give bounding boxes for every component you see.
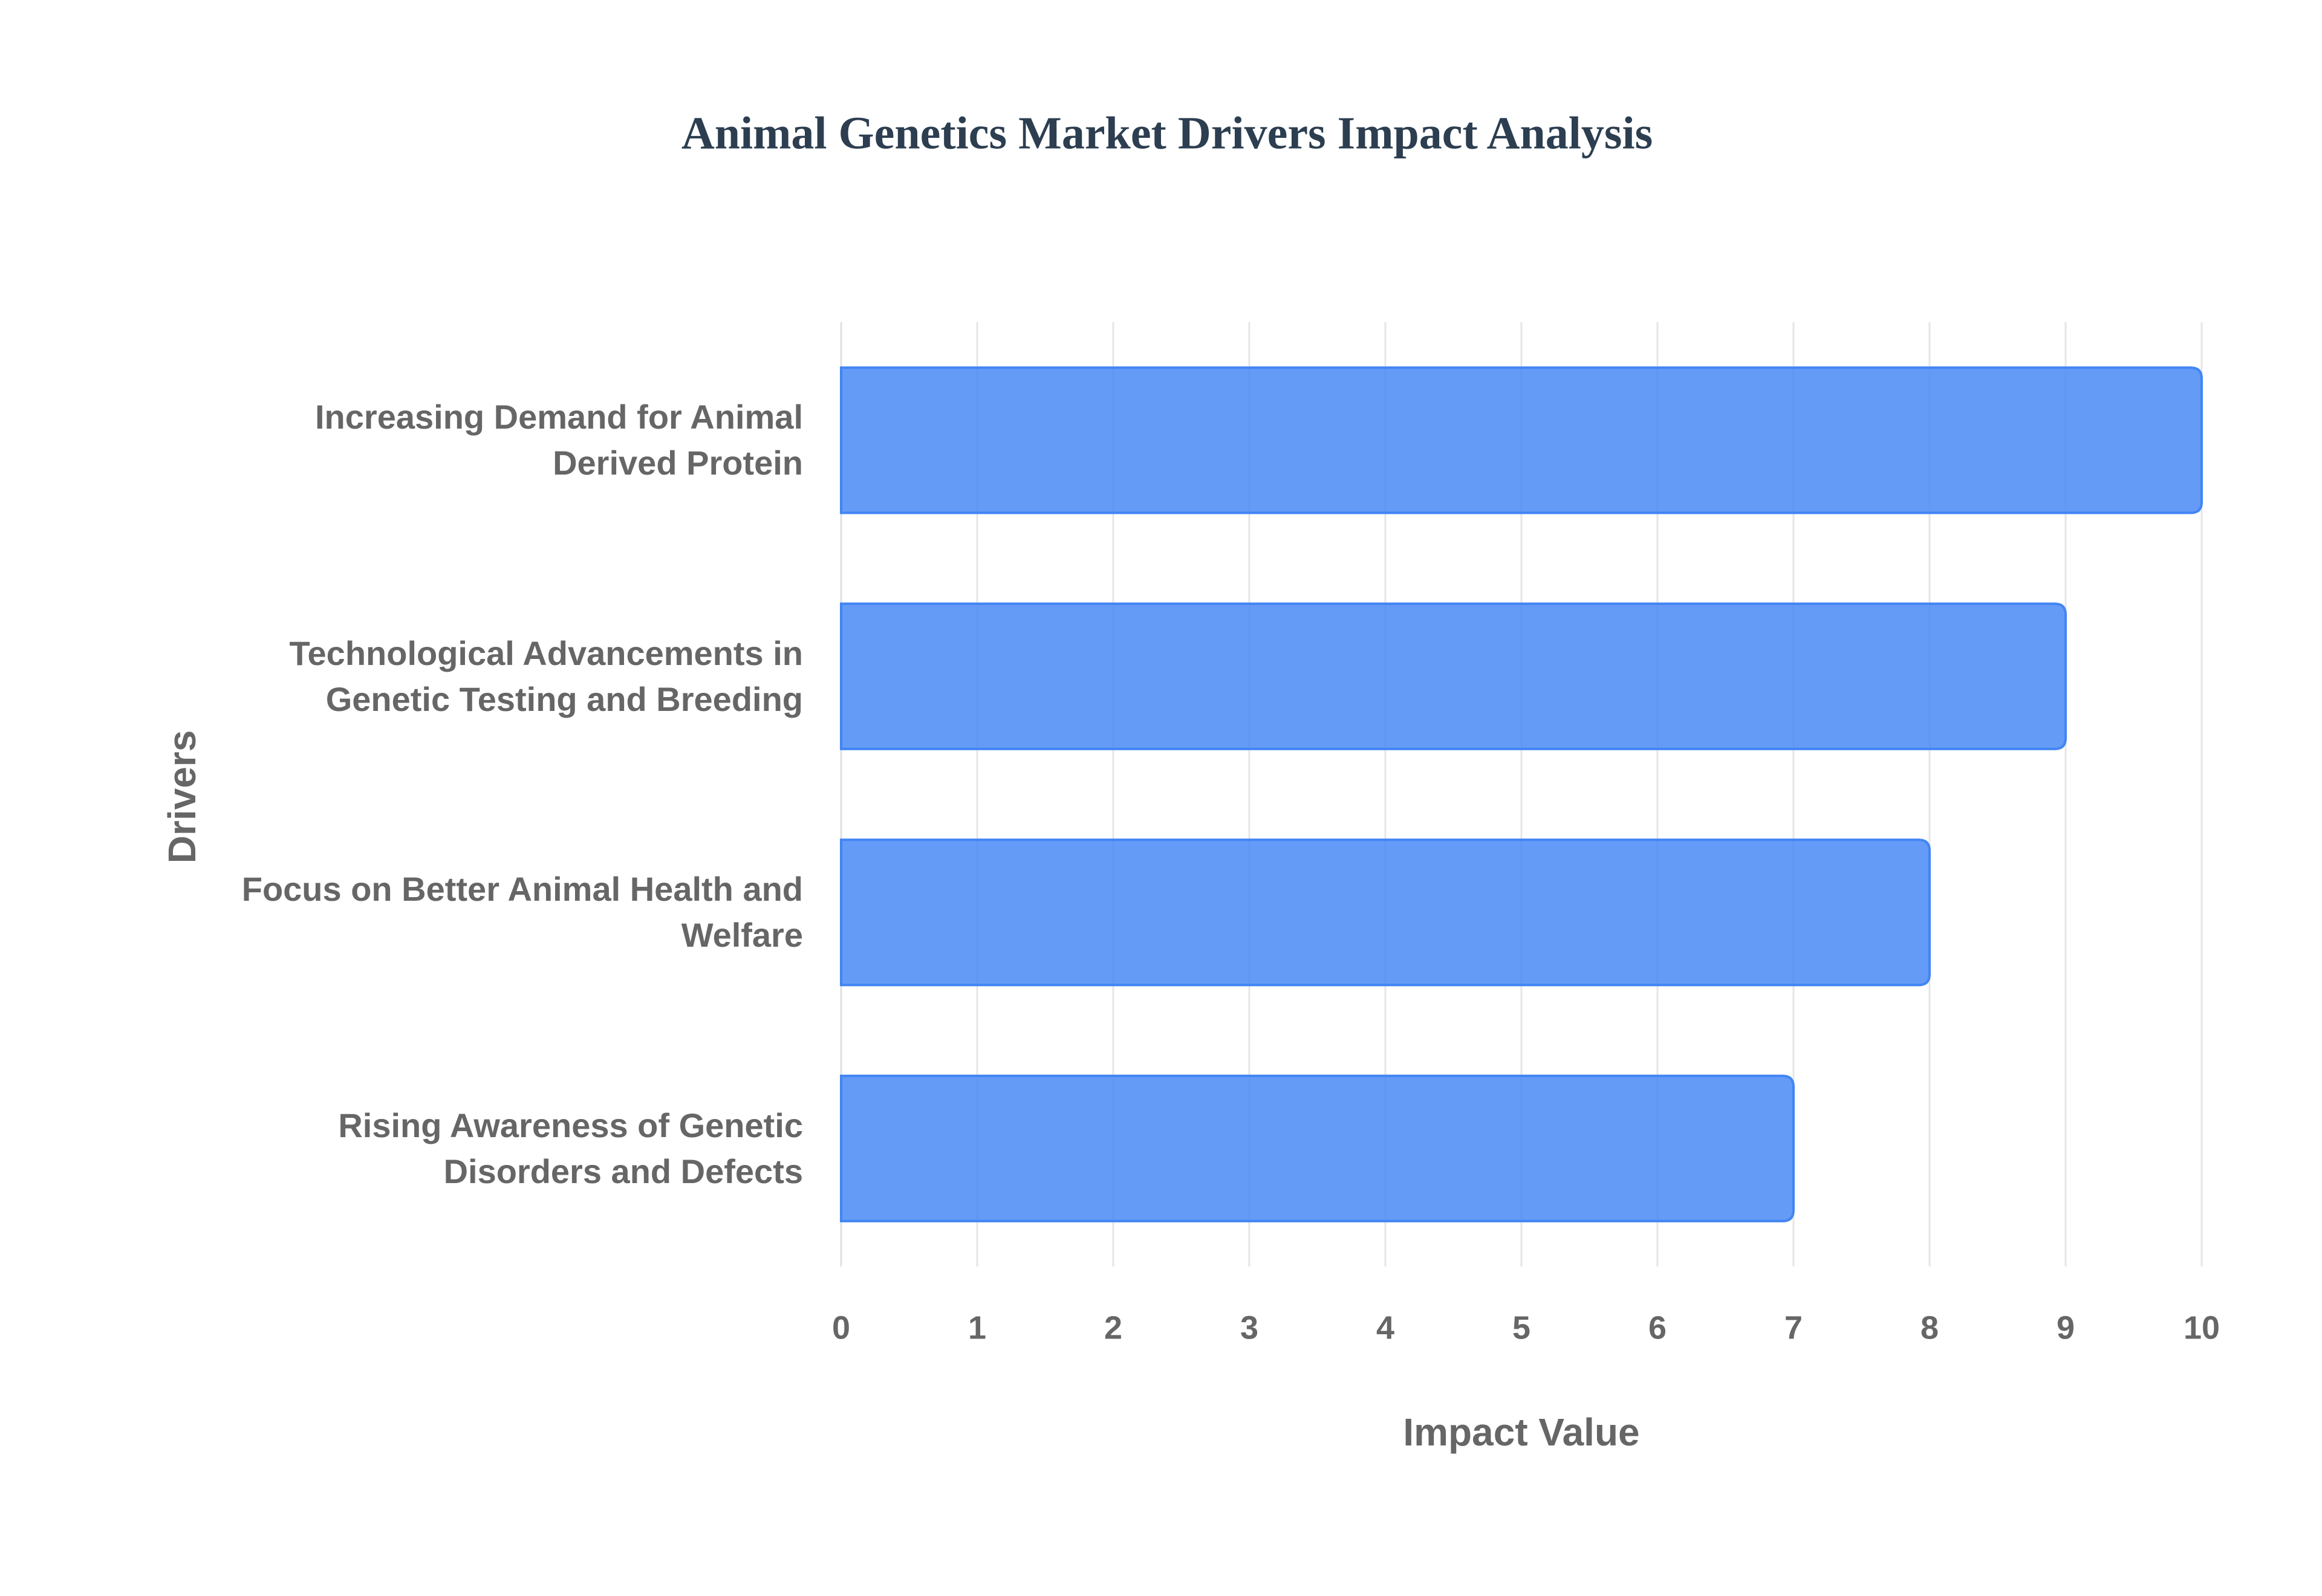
- y-tick-label: Technological Advancements in Genetic Te…: [289, 634, 803, 718]
- y-tick-label: Focus on Better Animal Health and Welfar…: [241, 870, 803, 955]
- bar: [840, 839, 1931, 987]
- y-tick-label: Rising Awareness of Genetic Disorders an…: [338, 1106, 803, 1190]
- bar: [840, 366, 2203, 514]
- x-tick-label: 1: [968, 1309, 986, 1346]
- x-tick-label: 9: [2057, 1309, 2075, 1346]
- bar: [840, 602, 2067, 750]
- bar: [840, 1074, 1795, 1222]
- chart-title: Animal Genetics Market Drivers Impact An…: [681, 108, 1653, 158]
- x-tick-label: 3: [1240, 1309, 1258, 1346]
- x-tick-label: 4: [1376, 1309, 1394, 1346]
- x-tick-label: 0: [832, 1309, 850, 1346]
- x-tick-label: 5: [1512, 1309, 1530, 1346]
- y-axis-title: Drivers: [160, 730, 204, 864]
- y-tick-label: Increasing Demand for Animal Derived Pro…: [315, 398, 803, 482]
- x-tick-label: 6: [1648, 1309, 1667, 1346]
- x-tick-label: 7: [1784, 1309, 1803, 1346]
- x-tick-label: 2: [1104, 1309, 1122, 1346]
- x-axis-title: Impact Value: [1403, 1410, 1639, 1454]
- x-tick-label: 10: [2184, 1309, 2220, 1346]
- x-tick-label: 8: [1920, 1309, 1939, 1346]
